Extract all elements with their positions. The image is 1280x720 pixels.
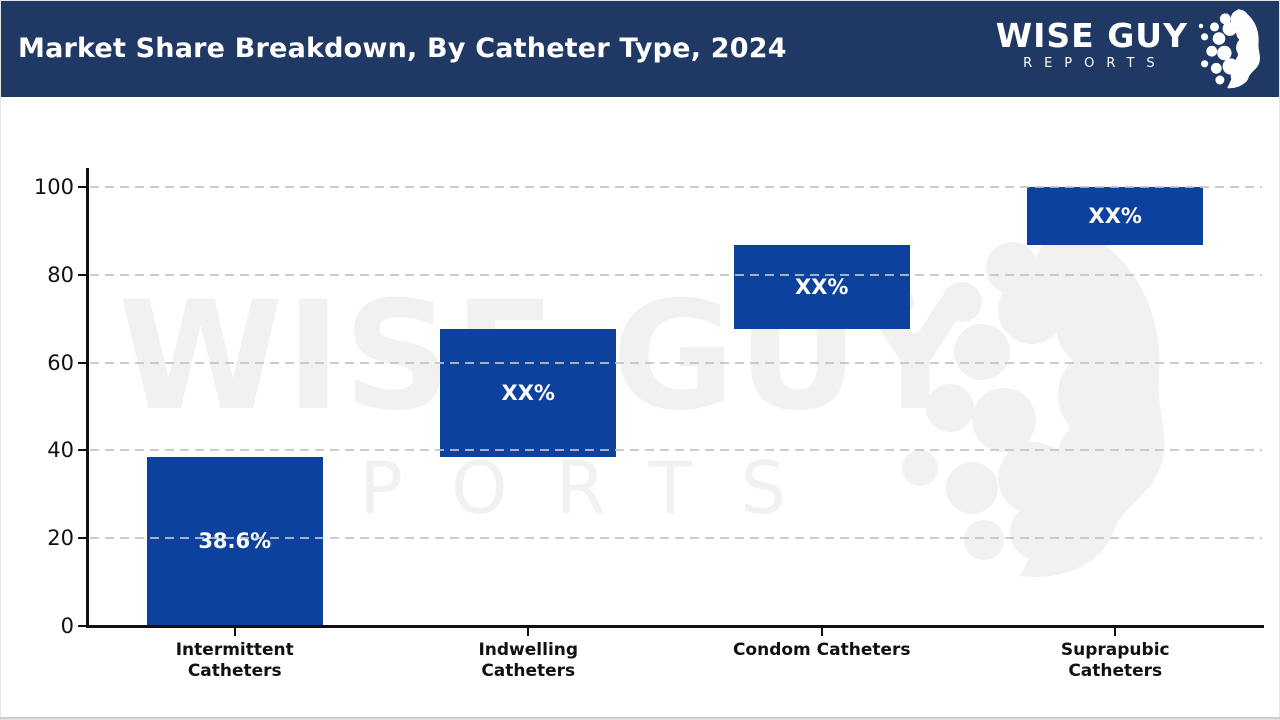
chart-title: Market Share Breakdown, By Catheter Type…	[18, 33, 787, 64]
brand-subname: REPORTS	[1023, 56, 1167, 71]
y-axis-tick	[78, 537, 86, 540]
brand-wordmark: WISE GUY REPORTS	[995, 16, 1188, 72]
y-axis-tick	[78, 449, 86, 452]
brand-head-dots-icon	[1198, 8, 1261, 89]
y-axis-tick-label: 0	[60, 614, 74, 638]
brand-name: WISE GUY	[995, 16, 1188, 55]
bar-value-label: XX%	[1088, 203, 1142, 228]
x-axis-tick	[527, 628, 530, 636]
gridline	[90, 537, 1262, 540]
bar-segment	[733, 244, 910, 330]
y-axis	[86, 168, 89, 628]
x-axis-label: Condom Catheters	[732, 640, 911, 660]
header-bar: Market Share Breakdown, By Catheter Type…	[0, 0, 1280, 97]
y-axis-tick	[78, 361, 86, 364]
x-axis-tick	[1114, 628, 1117, 636]
x-axis-label: Indwelling Catheters	[478, 640, 579, 681]
bottom-hairline	[0, 717, 1280, 719]
gridline	[90, 361, 1262, 364]
y-axis-tick	[78, 625, 86, 627]
x-axis-tick	[233, 628, 236, 636]
y-axis-tick-label: 100	[33, 175, 74, 199]
y-axis-tick-label: 40	[47, 438, 74, 463]
x-axis-tick	[820, 628, 823, 636]
y-axis-tick-label: 80	[47, 262, 74, 287]
bar-value-label: XX%	[501, 380, 555, 405]
x-axis-label: Intermittent Catheters	[175, 640, 294, 681]
y-axis-tick-label: 60	[47, 350, 74, 375]
x-axis-label: Suprapubic Catheters	[1060, 640, 1170, 681]
bar-segment	[146, 456, 323, 626]
bar-segment	[440, 329, 617, 457]
x-axis	[86, 625, 1264, 628]
y-axis-tick	[78, 186, 86, 188]
bar-value-label: 38.6%	[198, 529, 272, 554]
y-axis-tick-label: 20	[47, 526, 74, 551]
bar-value-label: XX%	[795, 274, 849, 299]
y-axis-tick	[78, 273, 86, 276]
gridline	[90, 449, 1262, 452]
gridline	[90, 273, 1262, 276]
brand-logo: WISE GUY REPORTS	[996, 0, 1266, 97]
gridline	[90, 186, 1262, 188]
